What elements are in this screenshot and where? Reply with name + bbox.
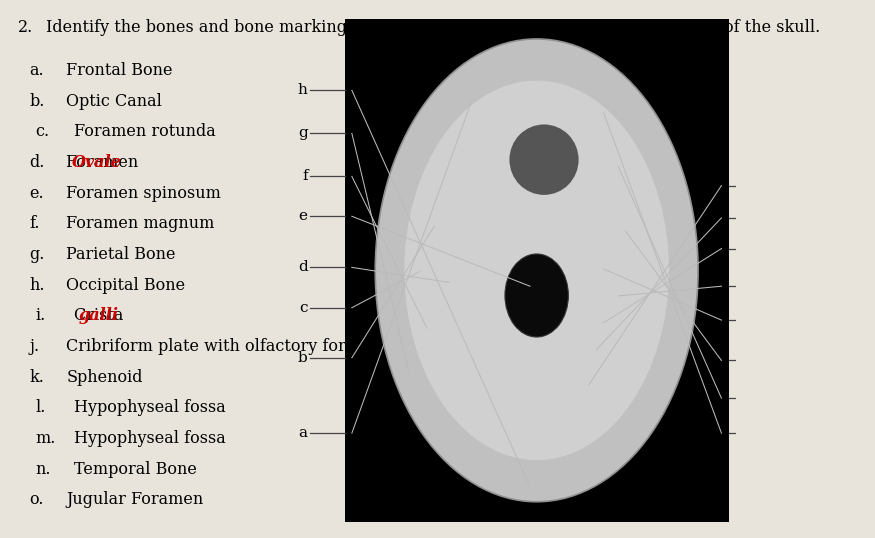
Text: c: c [299,301,308,315]
Text: Foramen rotunda: Foramen rotunda [74,123,215,140]
Text: o.: o. [30,491,44,508]
Text: Occipital Bone: Occipital Bone [66,277,186,294]
Text: Foramen: Foramen [66,154,144,171]
Text: Sphenoid: Sphenoid [66,369,143,386]
Text: Hypophyseal fossa: Hypophyseal fossa [74,399,226,416]
Ellipse shape [375,39,698,502]
Text: f: f [302,169,308,183]
Text: Crista: Crista [74,307,128,324]
Ellipse shape [505,254,569,337]
Text: b: b [298,351,308,365]
Text: n.: n. [35,461,51,478]
Text: Parietal Bone: Parietal Bone [66,246,176,263]
Text: g.: g. [30,246,45,263]
Text: Foramen magnum: Foramen magnum [66,215,214,232]
Text: 2.: 2. [18,19,33,36]
Text: f.: f. [30,215,40,232]
Text: galli: galli [79,307,119,324]
Text: c.: c. [35,123,50,140]
Text: Temporal Bone: Temporal Bone [74,461,197,478]
Text: e.: e. [30,185,44,202]
Text: a.: a. [30,62,44,79]
Text: d: d [298,260,308,274]
Text: k.: k. [30,369,45,386]
Ellipse shape [509,124,578,195]
Text: Cribriform plate with olfactory foramina: Cribriform plate with olfactory foramina [66,338,396,355]
Text: h.: h. [30,277,45,294]
Text: h: h [298,83,308,97]
Ellipse shape [404,81,669,460]
Text: Identify the bones and bone markings in the accompanying superior, internal view: Identify the bones and bone markings in … [46,19,821,36]
Text: m.: m. [35,430,56,447]
Text: b.: b. [30,93,45,110]
Text: a: a [298,426,308,440]
Text: Optic Canal: Optic Canal [66,93,162,110]
Text: j.: j. [30,338,39,355]
Text: Ovale: Ovale [72,154,122,171]
Text: g: g [298,126,308,140]
Text: l.: l. [35,399,46,416]
Text: e: e [298,209,308,223]
Text: Foramen spinosum: Foramen spinosum [66,185,221,202]
Text: Frontal Bone: Frontal Bone [66,62,172,79]
Text: Jugular Foramen: Jugular Foramen [66,491,204,508]
Bar [345,19,729,522]
Text: d.: d. [30,154,45,171]
Text: Hypophyseal fossa: Hypophyseal fossa [74,430,226,447]
Text: i.: i. [35,307,46,324]
